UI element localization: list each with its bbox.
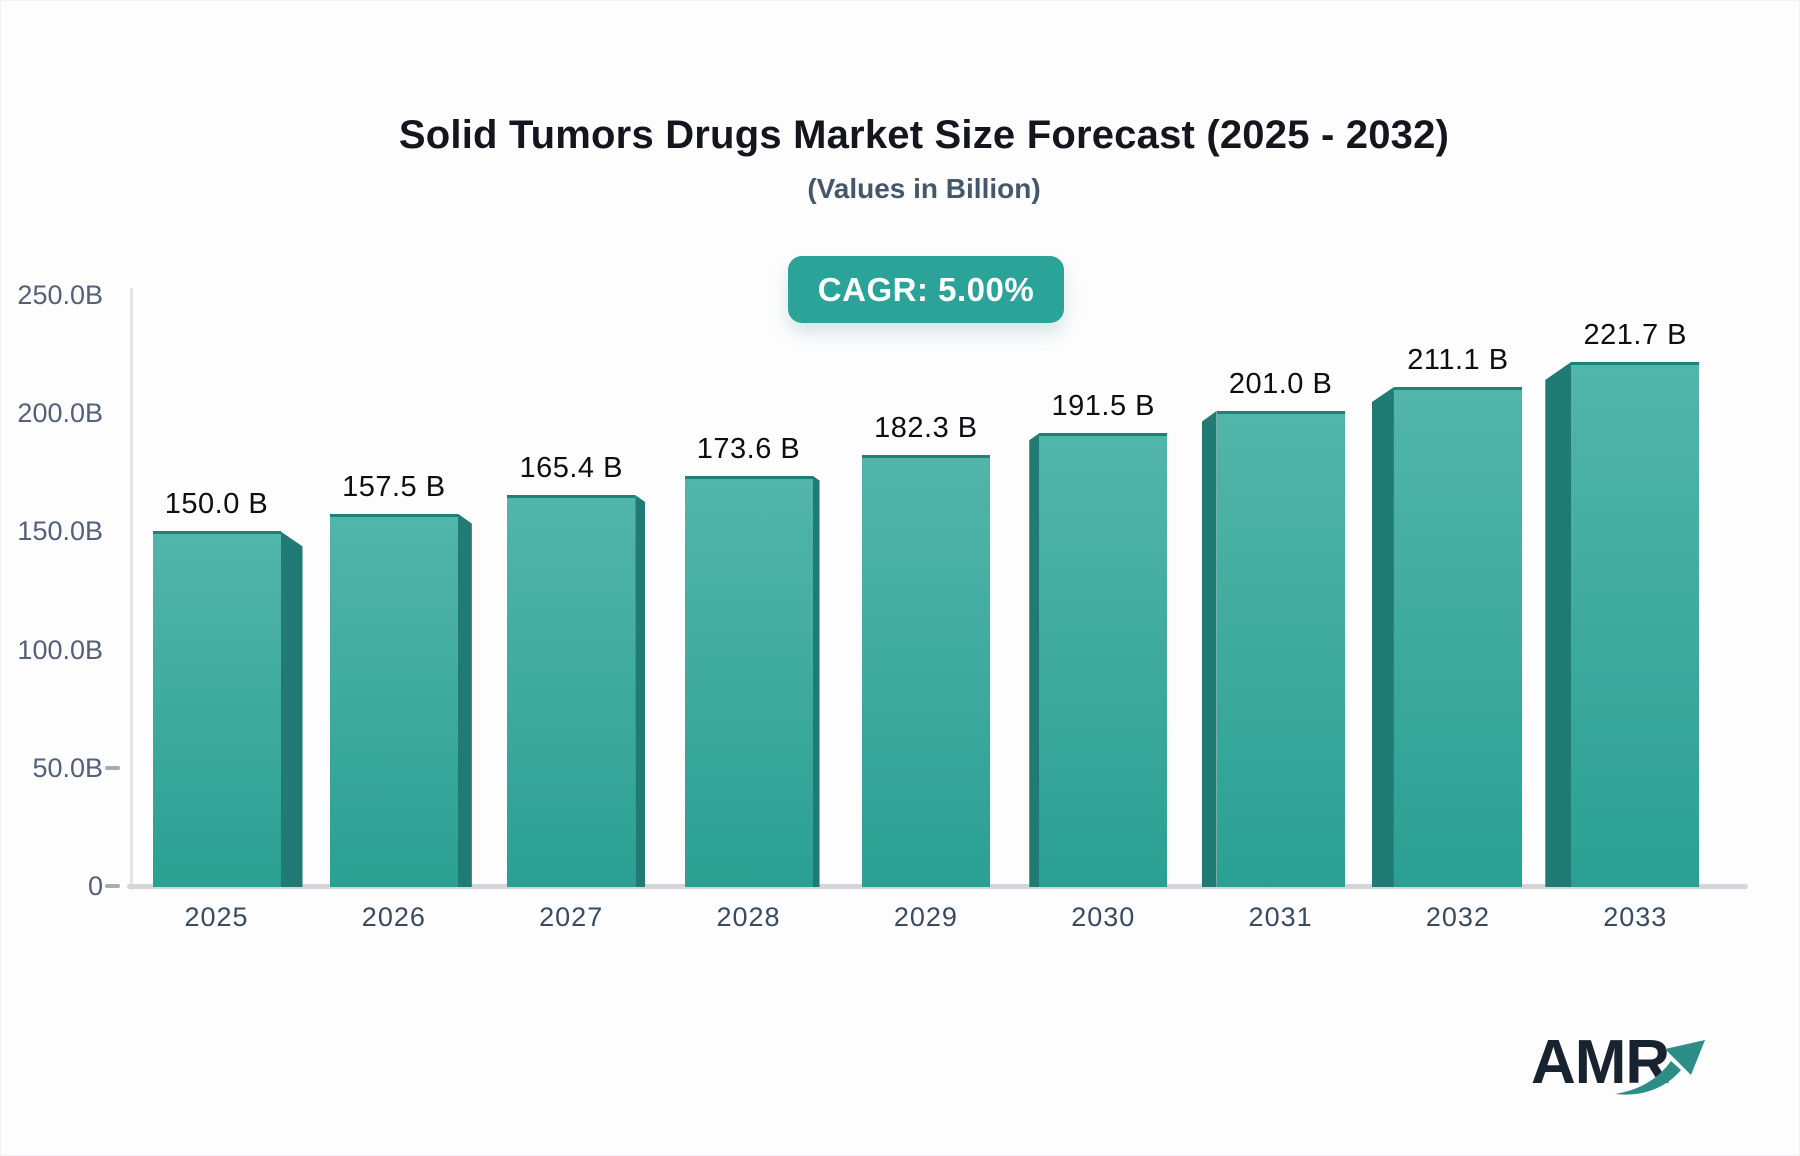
bar-side-face bbox=[1545, 361, 1572, 887]
x-axis-label: 2026 bbox=[361, 902, 426, 932]
bar-2030[interactable] bbox=[1029, 433, 1168, 887]
y-axis-line bbox=[130, 288, 133, 890]
bar-value-label: 191.5 B bbox=[1051, 390, 1155, 423]
bar-2027[interactable] bbox=[507, 494, 646, 887]
bar-side-face bbox=[280, 531, 303, 887]
cagr-badge: CAGR: 5.00% bbox=[788, 256, 1064, 323]
y-axis-tick-label: 50.0B bbox=[32, 752, 103, 783]
bar-front-face bbox=[1216, 410, 1345, 887]
y-axis-tick-label: 150.0B bbox=[17, 516, 103, 547]
y-axis-tick-label: 100.0B bbox=[17, 634, 103, 665]
y-axis-tick-mark bbox=[105, 884, 120, 888]
bar-front-face bbox=[329, 513, 458, 887]
bar-value-label: 173.6 B bbox=[696, 432, 801, 465]
logo-arrow-icon bbox=[1615, 1040, 1705, 1095]
bar-side-face bbox=[457, 513, 472, 887]
bar-value-label: 150.0 B bbox=[164, 488, 269, 521]
y-axis-tick-mark bbox=[105, 765, 120, 770]
bar-2026[interactable] bbox=[329, 513, 472, 887]
bar-value-label: 221.7 B bbox=[1583, 318, 1688, 351]
bar-front-face bbox=[1039, 433, 1168, 887]
bar-value-label: 211.1 B bbox=[1407, 343, 1509, 376]
chart-title: Solid Tumors Drugs Market Size Forecast … bbox=[398, 113, 1450, 157]
x-axis-label: 2029 bbox=[893, 902, 958, 932]
bar-side-face bbox=[812, 475, 820, 887]
x-axis-label: 2033 bbox=[1603, 902, 1668, 932]
x-axis-label: 2027 bbox=[539, 902, 604, 932]
bar-2028[interactable] bbox=[684, 475, 820, 887]
x-axis-label: 2032 bbox=[1425, 902, 1490, 932]
y-axis-tick-label: 0 bbox=[87, 871, 103, 901]
bar-2025[interactable] bbox=[152, 531, 303, 887]
x-axis-label: 2031 bbox=[1248, 902, 1313, 932]
bar-value-label: 157.5 B bbox=[342, 470, 446, 503]
bar-2031[interactable] bbox=[1201, 410, 1345, 887]
bar-front-face bbox=[507, 494, 636, 887]
bar-2032[interactable] bbox=[1371, 386, 1522, 887]
bar-front-face bbox=[1393, 386, 1522, 887]
bar-value-label: 165.4 B bbox=[519, 451, 623, 484]
y-axis-tick-label: 250.0B bbox=[17, 280, 103, 310]
bar-2033[interactable] bbox=[1545, 361, 1700, 887]
bar-side-face bbox=[635, 494, 646, 887]
x-axis-label: 2028 bbox=[716, 902, 781, 932]
bar-side-face bbox=[1201, 410, 1217, 887]
bar-front-face bbox=[1571, 361, 1700, 887]
bar-side-face bbox=[1371, 386, 1394, 887]
amr-logo: AMR bbox=[1531, 1031, 1731, 1111]
bar-value-label: 201.0 B bbox=[1228, 367, 1333, 400]
bar-front-face bbox=[861, 455, 990, 887]
x-axis-label: 2025 bbox=[184, 902, 249, 932]
bar-front-face bbox=[152, 531, 281, 887]
bar-side-face bbox=[1029, 433, 1040, 887]
y-axis-tick-label: 200.0B bbox=[17, 398, 103, 429]
bar-2029[interactable] bbox=[861, 455, 990, 887]
bar-value-label: 182.3 B bbox=[874, 412, 978, 445]
x-axis-label: 2030 bbox=[1071, 902, 1136, 932]
bar-front-face bbox=[684, 475, 813, 887]
chart-subtitle: (Values in Billion) bbox=[807, 173, 1041, 204]
